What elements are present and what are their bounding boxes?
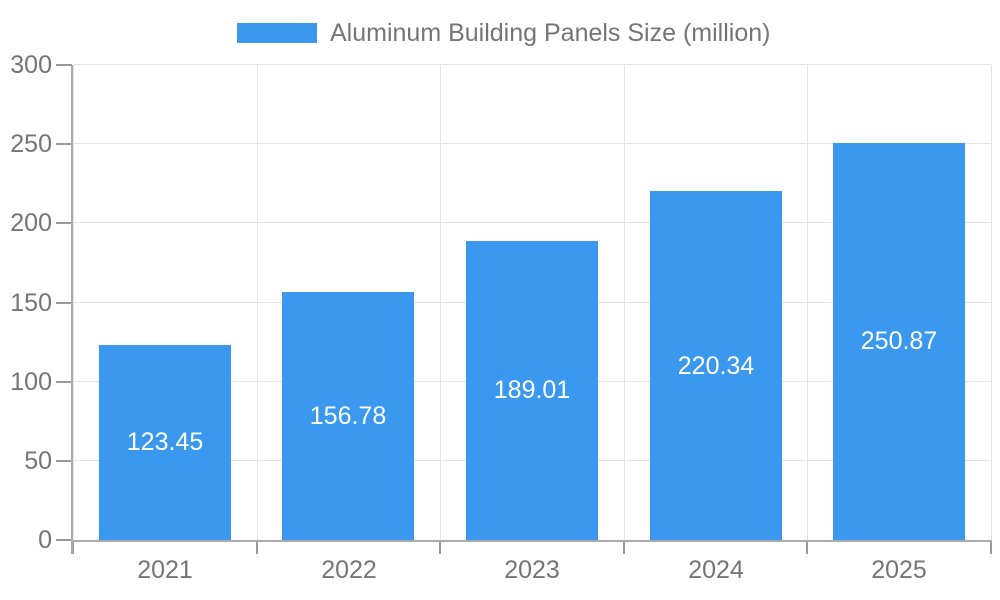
x-axis-tick (72, 542, 74, 554)
vertical-gridline (807, 65, 808, 540)
y-axis-label: 100 (10, 368, 52, 396)
x-axis-tick (256, 542, 258, 554)
bar-2025[interactable] (833, 143, 965, 540)
x-axis-tick (439, 542, 441, 554)
y-axis-tick (56, 222, 72, 224)
horizontal-gridline (73, 143, 991, 144)
x-axis-label: 2024 (688, 556, 744, 584)
y-axis-label: 150 (10, 289, 52, 317)
bar-value-label: 189.01 (493, 376, 571, 404)
bar-value-label: 220.34 (677, 352, 755, 380)
vertical-gridline (624, 65, 625, 540)
x-axis-tick (806, 542, 808, 554)
y-axis-tick (56, 143, 72, 145)
y-axis-tick (56, 460, 72, 462)
y-axis-tick (56, 539, 72, 541)
x-axis-line (71, 540, 992, 542)
y-axis-label: 300 (10, 51, 52, 79)
y-axis-label: 0 (38, 526, 52, 554)
vertical-gridline (73, 65, 74, 540)
horizontal-gridline (73, 222, 991, 223)
bar-2024[interactable] (650, 191, 782, 540)
chart-legend[interactable]: Aluminum Building Panels Size (million) (237, 13, 770, 53)
x-axis-label: 2021 (137, 556, 193, 584)
x-axis-label: 2023 (504, 556, 560, 584)
y-axis-tick (56, 64, 72, 66)
y-axis-label: 200 (10, 209, 52, 237)
y-axis-tick (56, 302, 72, 304)
vertical-gridline (257, 65, 258, 540)
y-axis-line (71, 65, 73, 554)
bar-value-label: 156.78 (309, 402, 387, 430)
y-axis-label: 50 (24, 447, 52, 475)
bar-value-label: 123.45 (126, 428, 204, 456)
horizontal-gridline (73, 64, 991, 65)
y-axis-label: 250 (10, 130, 52, 158)
x-axis-tick (623, 542, 625, 554)
legend-swatch-icon (237, 23, 317, 43)
bar-2021[interactable] (99, 345, 231, 540)
x-axis-tick (990, 542, 992, 554)
legend-label: Aluminum Building Panels Size (million) (330, 18, 771, 47)
bar-value-label: 250.87 (860, 327, 938, 355)
vertical-gridline (440, 65, 441, 540)
x-axis-label: 2025 (871, 556, 927, 584)
y-axis-tick (56, 381, 72, 383)
vertical-gridline (991, 65, 992, 540)
x-axis-label: 2022 (321, 556, 377, 584)
bar-2023[interactable] (466, 241, 598, 540)
bar-2022[interactable] (282, 292, 414, 540)
